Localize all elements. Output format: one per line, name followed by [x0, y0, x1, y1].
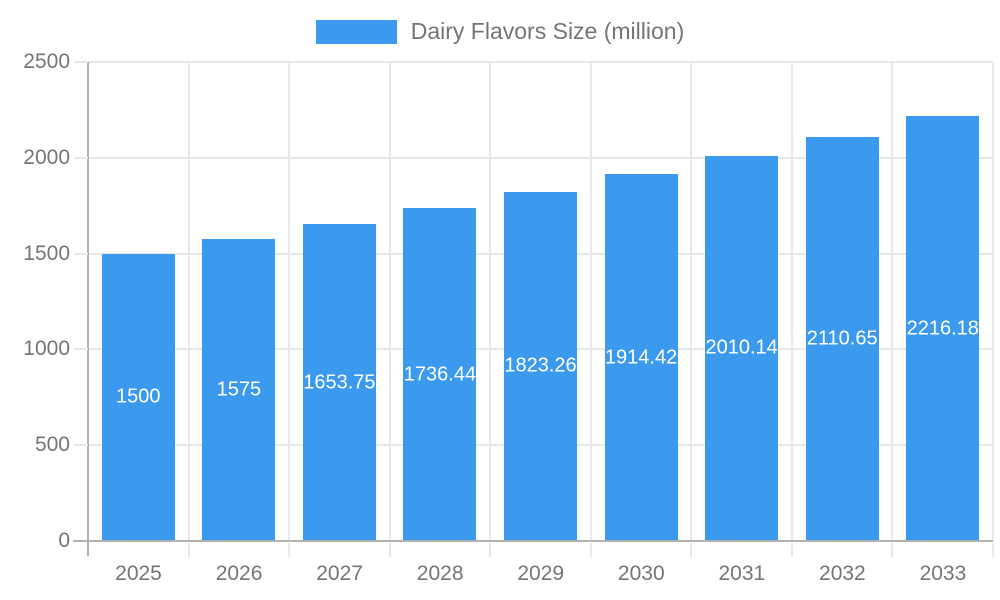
- x-axis-tick: [589, 543, 592, 557]
- bar-value-label: 2216.18: [906, 317, 979, 340]
- y-axis-tick-label: 500: [34, 433, 70, 457]
- y-axis-tick-label: 1500: [23, 241, 70, 265]
- x-axis-tick: [489, 543, 492, 557]
- y-axis-tick: [74, 252, 88, 255]
- bar-value-label: 1653.75: [303, 371, 376, 394]
- x-axis-tick-label: 2029: [517, 562, 565, 585]
- bar[interactable]: 2010.14: [705, 155, 779, 541]
- bar-value-label: 2110.65: [806, 327, 878, 350]
- bar[interactable]: 1823.26: [504, 191, 577, 541]
- x-axis-tick: [690, 543, 693, 557]
- bar[interactable]: 2216.18: [906, 116, 980, 541]
- bar-value-label: 1914.42: [604, 346, 678, 369]
- bar-value-label: 2010.14: [705, 336, 778, 359]
- x-gridline: [388, 62, 391, 541]
- bar[interactable]: 1575: [202, 239, 276, 541]
- x-gridline: [489, 62, 492, 541]
- x-axis-tick-label: 2028: [416, 562, 464, 585]
- y-axis-tick: [74, 444, 88, 447]
- y-axis-tick-label: 1000: [23, 337, 70, 361]
- x-axis-tick-label: 2025: [115, 562, 162, 585]
- x-axis-tick-label: 2027: [316, 562, 363, 585]
- x-gridline: [187, 62, 190, 541]
- x-axis-tick-label: 2033: [919, 562, 967, 585]
- bar-value-label: 1736.44: [403, 363, 477, 386]
- bar[interactable]: 2110.65: [805, 136, 879, 541]
- x-axis-tick: [992, 543, 994, 557]
- y-gridline: [88, 61, 993, 63]
- x-gridline: [790, 62, 793, 541]
- x-gridline: [589, 62, 592, 541]
- legend[interactable]: Dairy Flavors Size (million): [0, 18, 1000, 45]
- x-axis-tick: [790, 543, 793, 557]
- x-axis-tick-label: 2030: [617, 562, 665, 585]
- bar[interactable]: 1736.44: [403, 208, 477, 541]
- x-axis-tick: [891, 543, 894, 557]
- x-axis-tick-label: 2031: [718, 562, 766, 585]
- x-gridline: [690, 62, 693, 541]
- y-axis-tick: [74, 348, 88, 351]
- x-gridline: [891, 62, 894, 541]
- bar-value-label: 1575: [216, 378, 262, 401]
- y-axis-line: [87, 62, 89, 556]
- y-axis-tick-label: 2500: [23, 50, 70, 73]
- x-axis-tick: [288, 543, 291, 557]
- x-axis-tick-label: 2026: [215, 562, 263, 585]
- legend-color-swatch: [315, 19, 397, 44]
- y-axis-tick: [74, 61, 88, 63]
- x-gridline: [288, 62, 291, 541]
- x-gridline: [992, 62, 994, 541]
- bar-value-label: 1500: [116, 385, 161, 408]
- x-axis-tick-label: 2032: [819, 562, 866, 585]
- y-axis-tick-label: 2000: [23, 145, 70, 169]
- x-axis-tick: [388, 543, 391, 557]
- y-axis-tick: [74, 156, 88, 159]
- plot-area: 1500 1575 1653.75 1736.44 1823.26 1914.42 2010…: [88, 61, 994, 541]
- legend-series-label: Dairy Flavors Size (million): [410, 18, 685, 44]
- bar-value-label: 1823.26: [504, 354, 577, 377]
- bar[interactable]: 1653.75: [302, 224, 376, 541]
- y-axis-tick-label: 0: [58, 529, 70, 552]
- y-gridline: [88, 156, 993, 159]
- bar[interactable]: 1914.42: [604, 174, 678, 541]
- x-axis-line: [73, 540, 993, 542]
- bar[interactable]: 1500: [101, 253, 175, 541]
- x-axis-tick: [187, 543, 190, 557]
